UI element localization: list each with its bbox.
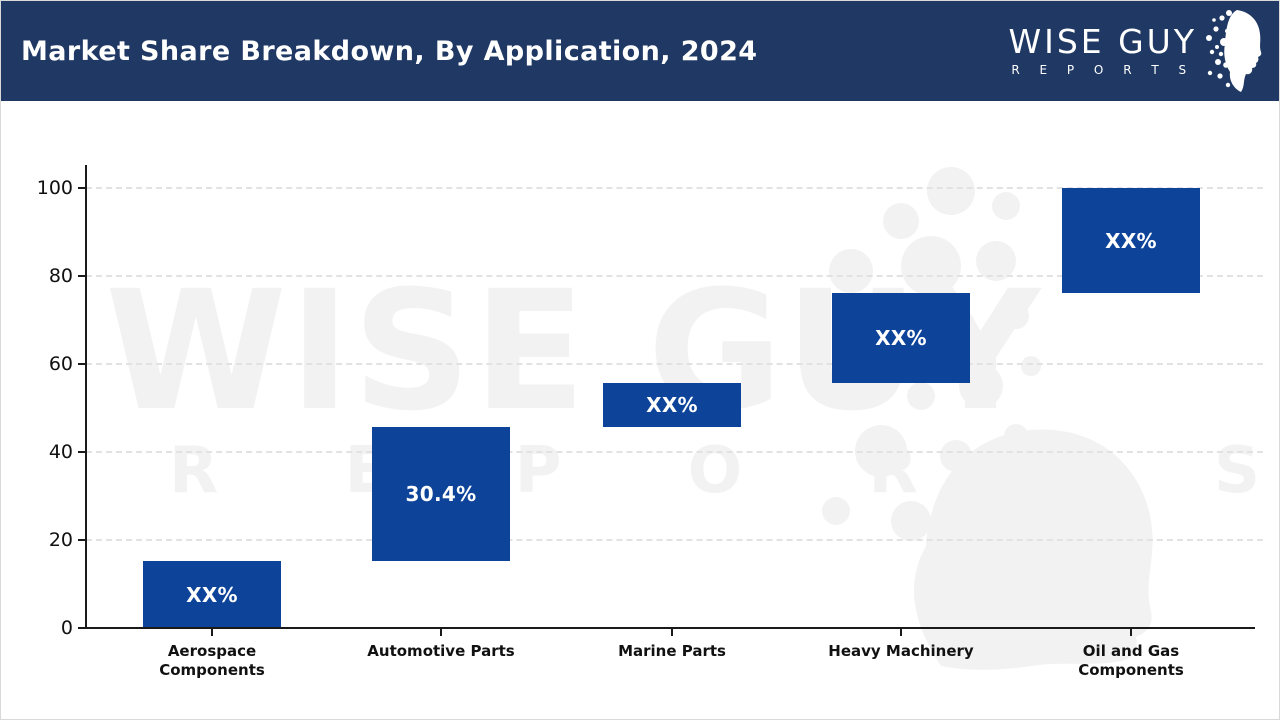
x-tickmark-2	[440, 629, 442, 636]
x-category-label-line: Heavy Machinery	[828, 642, 974, 660]
bar-heavy-machinery: XX%	[832, 293, 970, 384]
y-axis	[85, 165, 87, 629]
brand-face-icon	[1206, 10, 1262, 92]
x-axis	[85, 627, 1255, 629]
bar-oil-and-gas-components: XX%	[1062, 188, 1200, 294]
page-title: Market Share Breakdown, By Application, …	[21, 35, 758, 67]
gridline-100	[86, 187, 1263, 189]
y-tick-label-40: 40	[48, 441, 73, 463]
y-tickmark-60	[78, 363, 86, 365]
brand-subtitle: R E P O R T S	[1011, 63, 1195, 77]
bar-marine-parts: XX%	[603, 383, 741, 428]
plot-region: WISE GUY R E P O R T S 0 20 40 60 80 1	[1, 101, 1279, 719]
x-tickmark-5	[1130, 629, 1132, 636]
y-tick-label-80: 80	[48, 265, 73, 287]
x-category-label-line: Components	[1078, 661, 1184, 679]
bar-value-label: XX%	[1105, 228, 1157, 253]
gridline-40	[86, 451, 1263, 453]
gridline-20	[86, 539, 1263, 541]
y-tickmark-80	[78, 275, 86, 277]
brand-logo: WISE GUY R E P O R T S	[1008, 7, 1265, 95]
x-category-label-4: Heavy Machinery	[786, 642, 1016, 661]
bar-value-label: XX%	[875, 326, 927, 351]
y-tick-label-0: 0	[60, 617, 73, 639]
y-tick-label-60: 60	[48, 353, 73, 375]
bar-aerospace-components: XX%	[143, 561, 281, 628]
x-category-label-line: Marine Parts	[618, 642, 726, 660]
y-tick-label-20: 20	[48, 529, 73, 551]
brand-logo-text: WISE GUY R E P O R T S	[1008, 25, 1197, 77]
y-tickmark-20	[78, 539, 86, 541]
x-tickmark-4	[900, 629, 902, 636]
bar-value-label: XX%	[646, 393, 698, 418]
y-tickmark-100	[78, 187, 86, 189]
y-tickmark-0	[78, 627, 86, 629]
x-tickmark-1	[211, 629, 213, 636]
x-category-label-5: Oil and Gas Components	[1016, 642, 1246, 680]
x-category-label-line: Oil and Gas	[1082, 642, 1180, 660]
bar-value-label: 30.4%	[405, 482, 477, 507]
gridline-60	[86, 363, 1263, 365]
bar-automotive-parts: 30.4%	[372, 427, 510, 562]
x-category-label-2: Automotive Parts	[326, 642, 556, 661]
x-category-label-line: Automotive Parts	[367, 642, 515, 660]
y-tick-label-100: 100	[36, 177, 73, 199]
gridline-80	[86, 275, 1263, 277]
x-category-label-line: Components	[159, 661, 265, 679]
header: Market Share Breakdown, By Application, …	[1, 1, 1279, 101]
y-tickmark-40	[78, 451, 86, 453]
x-category-label-1: Aerospace Components	[97, 642, 327, 680]
x-category-label-3: Marine Parts	[557, 642, 787, 661]
x-category-label-line: Aerospace	[167, 642, 257, 660]
bar-value-label: XX%	[186, 582, 238, 607]
brand-name: WISE GUY	[1008, 22, 1197, 61]
x-tickmark-3	[671, 629, 673, 636]
